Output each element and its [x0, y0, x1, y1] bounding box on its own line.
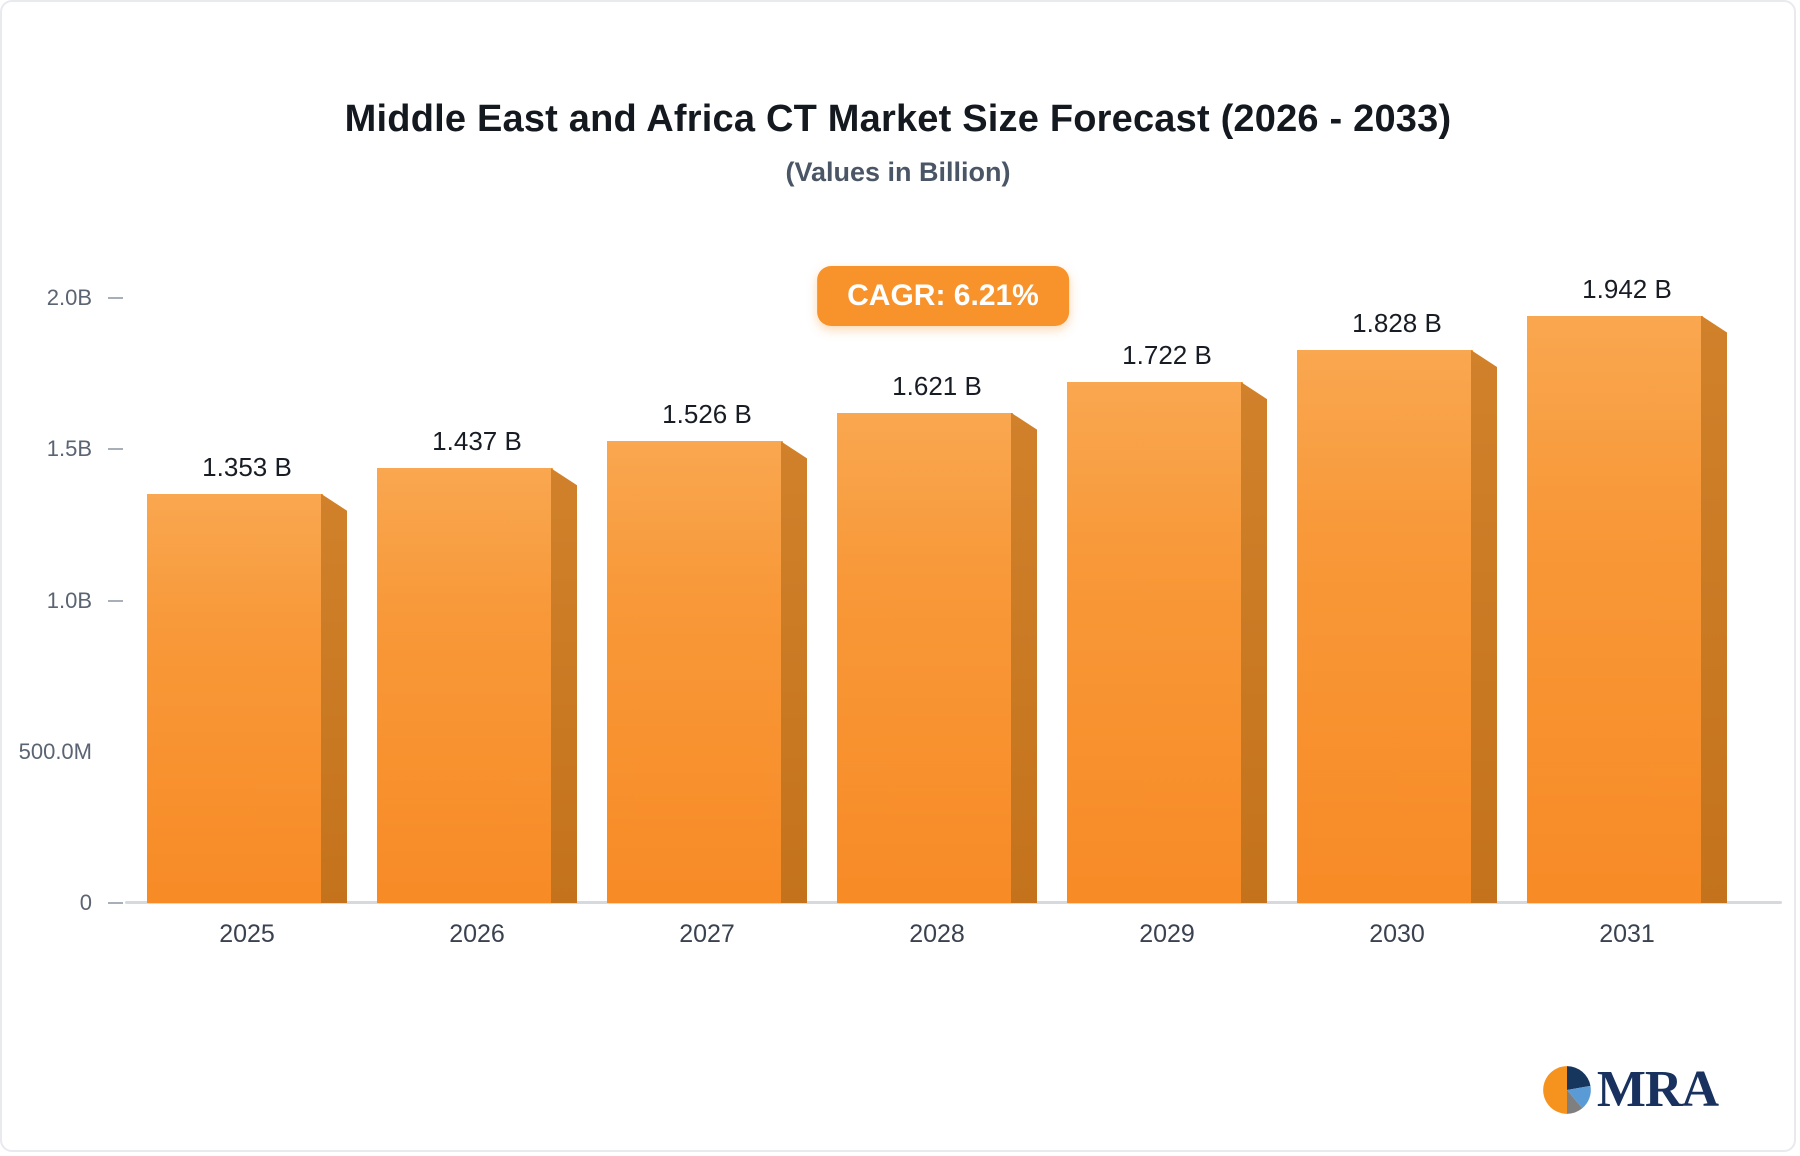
- bar-value-label: 1.353 B: [202, 451, 292, 482]
- bar-side-shadow: [321, 493, 347, 903]
- y-axis-label: 1.0B: [46, 587, 92, 613]
- y-axis-label: 0: [79, 890, 92, 915]
- bar-face: [837, 412, 1013, 903]
- chart-title: Middle East and Africa CT Market Size Fo…: [344, 98, 1452, 140]
- y-axis-tick: [108, 902, 123, 904]
- x-axis-label: 2031: [1599, 920, 1655, 948]
- bar-face: [147, 493, 323, 903]
- y-axis-tick: [108, 297, 123, 299]
- x-axis-label: 2029: [1139, 920, 1195, 948]
- bar-value-label: 1.526 B: [662, 399, 752, 430]
- bar: [1527, 315, 1727, 903]
- cagr-badge: CAGR: 6.21%: [817, 266, 1069, 326]
- bar-face: [1527, 315, 1703, 903]
- bar-value-label: 1.437 B: [432, 426, 522, 457]
- bar-face: [377, 468, 553, 903]
- logo-text: MRA: [1596, 1061, 1719, 1118]
- bar-value-label: 1.942 B: [1582, 273, 1672, 304]
- bar-value-label: 1.621 B: [892, 370, 982, 401]
- bar-side-shadow: [1241, 382, 1267, 903]
- bar-side-shadow: [551, 468, 577, 903]
- bar: [147, 493, 347, 903]
- chart-subtitle: (Values in Billion): [785, 157, 1011, 187]
- y-axis-tick: [108, 599, 123, 602]
- y-axis-label: 1.5B: [46, 436, 92, 462]
- y-axis-label: 2.0B: [46, 285, 92, 310]
- x-axis-label: 2026: [449, 920, 505, 948]
- bar-side-shadow: [781, 441, 807, 903]
- bar: [377, 468, 577, 903]
- bar-side-shadow: [1011, 412, 1037, 903]
- bar: [1067, 382, 1267, 903]
- x-axis-label: 2030: [1369, 920, 1425, 948]
- x-axis-label: 2028: [909, 920, 965, 948]
- bar: [837, 412, 1037, 903]
- chart-header: Middle East and Africa CT Market Size Fo…: [2, 98, 1794, 188]
- x-axis-label: 2025: [219, 920, 275, 948]
- bar-face: [1297, 350, 1473, 903]
- bar: [1297, 350, 1497, 903]
- logo-pie-icon: [1542, 1066, 1591, 1114]
- bar: [607, 441, 807, 903]
- y-axis-tick: [108, 448, 123, 451]
- logo: MRA: [1541, 1061, 1719, 1118]
- y-axis-label: 500.0M: [18, 738, 92, 764]
- bar-value-label: 1.828 B: [1352, 308, 1442, 339]
- x-axis-label: 2027: [679, 920, 735, 948]
- bar-face: [607, 441, 783, 903]
- bar-side-shadow: [1701, 315, 1727, 903]
- bar-face: [1067, 382, 1243, 903]
- bar-value-label: 1.722 B: [1122, 340, 1212, 371]
- bar-side-shadow: [1471, 350, 1497, 903]
